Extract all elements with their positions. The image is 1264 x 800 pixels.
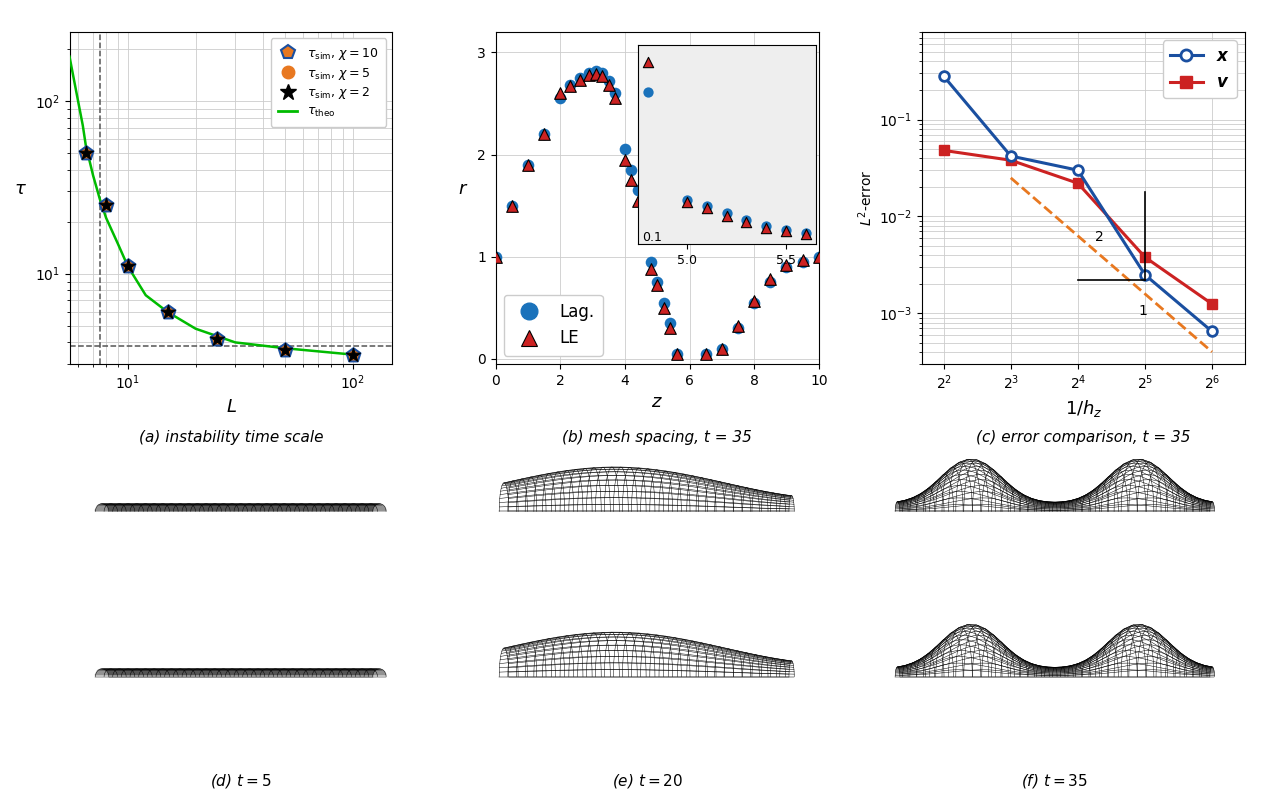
Point [809,250,829,263]
Point [76,146,96,159]
Point [641,262,661,275]
Point [622,174,642,186]
Point [653,296,674,309]
Point [695,347,715,360]
Point [579,69,599,82]
Point [502,199,522,212]
Point [485,250,506,263]
X-axis label: $z$: $z$ [651,394,664,411]
Point [570,74,590,86]
Point [118,260,138,273]
Point [158,306,178,318]
Point [760,276,780,289]
Point [614,154,635,166]
Point [653,302,674,314]
Point [518,158,538,171]
X-axis label: $1/h_z$: $1/h_z$ [1064,398,1102,419]
Point [207,332,228,345]
Point [550,92,570,105]
Text: (b) mesh spacing, t = 35: (b) mesh spacing, t = 35 [562,430,752,446]
Point [570,71,590,84]
Point [535,128,555,141]
Point [712,342,732,355]
Point [207,332,228,345]
Point [809,250,829,263]
Point [535,128,555,141]
Point [599,78,619,91]
Point [647,276,667,289]
Legend: Lag., LE: Lag., LE [504,294,603,356]
Point [641,255,661,268]
Point [502,199,522,212]
Point [118,260,138,273]
Point [776,258,796,271]
Point [605,87,626,100]
Point [614,143,635,156]
Point [622,163,642,176]
Point [343,348,363,361]
Point [593,66,613,79]
Point [593,70,613,82]
Point [560,78,580,91]
Point [560,80,580,93]
Point [76,146,96,159]
Point [207,332,228,345]
Point [276,344,296,357]
Point [635,220,655,233]
Point [485,250,506,263]
Text: (a) instability time scale: (a) instability time scale [139,430,324,446]
Point [550,87,570,100]
Point [96,198,116,211]
Legend: $\boldsymbol{x}$, $\boldsymbol{v}$: $\boldsymbol{x}$, $\boldsymbol{v}$ [1163,40,1236,98]
Point [276,344,296,357]
Point [118,260,138,273]
Legend: $\tau_\mathrm{sim},\,\chi=10$, $\tau_\mathrm{sim},\,\chi=5$, $\tau_\mathrm{sim},: $\tau_\mathrm{sim},\,\chi=10$, $\tau_\ma… [270,38,387,126]
Text: (e) $t = 20$: (e) $t = 20$ [612,772,684,790]
Y-axis label: $\tau$: $\tau$ [14,180,28,198]
Point [518,158,538,171]
Y-axis label: $L^2$-error: $L^2$-error [856,170,875,226]
Point [660,317,680,330]
Point [666,347,686,360]
Text: 2: 2 [1095,230,1103,244]
Point [585,67,605,80]
Text: (d) $t = 5$: (d) $t = 5$ [210,772,272,790]
Point [158,306,178,318]
Text: (f) $t = 35$: (f) $t = 35$ [1021,772,1088,790]
Point [343,348,363,361]
Point [76,146,96,159]
Point [635,228,655,241]
Point [744,296,765,309]
Point [660,322,680,334]
Point [579,66,599,79]
Y-axis label: $r$: $r$ [458,180,469,198]
Point [712,342,732,355]
Point [744,294,765,307]
X-axis label: $L$: $L$ [225,398,236,416]
Point [343,348,363,361]
Point [793,255,813,268]
Point [666,347,686,360]
Point [647,279,667,292]
Point [695,347,715,360]
Point [585,65,605,78]
Point [96,198,116,211]
Point [158,306,178,318]
Point [793,254,813,266]
Point [96,198,116,211]
Point [728,322,748,334]
Point [760,273,780,286]
Point [599,74,619,87]
Point [276,344,296,357]
Point [776,261,796,274]
Text: 1: 1 [1139,305,1148,318]
Point [728,320,748,333]
Point [628,184,648,197]
Point [628,194,648,207]
Text: (c) error comparison, t = 35: (c) error comparison, t = 35 [976,430,1191,446]
Point [605,92,626,105]
